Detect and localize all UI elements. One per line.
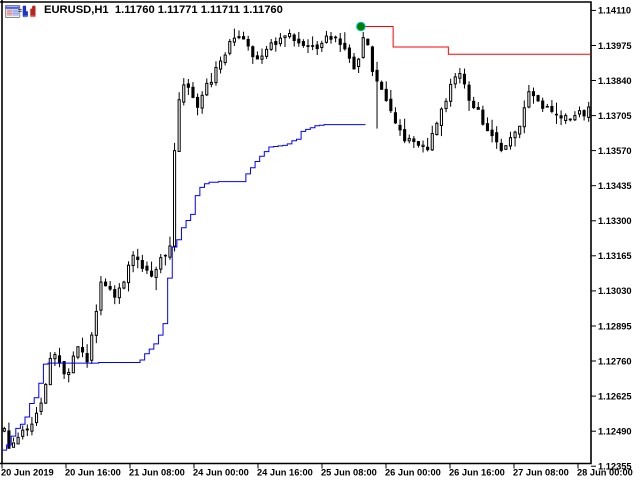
svg-text:26 Jun 16:00: 26 Jun 16:00 [449,467,505,477]
svg-text:27 Jun 08:00: 27 Jun 08:00 [513,467,569,477]
svg-text:1.13705: 1.13705 [598,111,632,121]
svg-text:1.13300: 1.13300 [598,216,632,226]
svg-text:1.12760: 1.12760 [598,356,632,366]
svg-text:21 Jun 08:00: 21 Jun 08:00 [129,467,185,477]
svg-text:28 Jun 00:00: 28 Jun 00:00 [577,467,633,477]
svg-text:1.13570: 1.13570 [598,146,632,156]
svg-text:1.13975: 1.13975 [598,41,632,51]
svg-text:1.13030: 1.13030 [598,286,632,296]
svg-text:1.13435: 1.13435 [598,181,632,191]
svg-text:26 Jun 00:00: 26 Jun 00:00 [385,467,441,477]
svg-text:25 Jun 08:00: 25 Jun 08:00 [321,467,377,477]
svg-text:1.12490: 1.12490 [598,427,632,437]
svg-text:20 Jun 16:00: 20 Jun 16:00 [65,467,121,477]
svg-text:20 Jun 2019: 20 Jun 2019 [1,467,54,477]
svg-text:24 Jun 00:00: 24 Jun 00:00 [193,467,249,477]
svg-text:1.12895: 1.12895 [598,321,632,331]
svg-text:1.12625: 1.12625 [598,391,632,401]
svg-text:24 Jun 16:00: 24 Jun 16:00 [257,467,313,477]
svg-text:1.13165: 1.13165 [598,251,632,261]
svg-text:1.13840: 1.13840 [598,76,632,86]
